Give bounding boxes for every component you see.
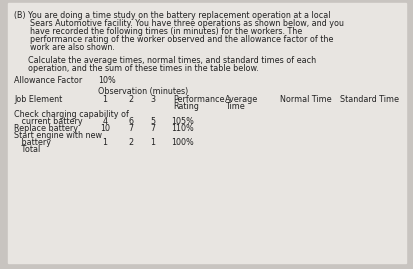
Text: Calculate the average times, normal times, and standard times of each: Calculate the average times, normal time…: [28, 56, 316, 65]
Text: performance rating of the worker observed and the allowance factor of the: performance rating of the worker observe…: [30, 35, 332, 44]
Text: 2: 2: [128, 95, 133, 104]
Text: operation, and the sum of these times in the table below.: operation, and the sum of these times in…: [28, 64, 258, 73]
Text: 5: 5: [150, 117, 155, 126]
Text: Job Element: Job Element: [14, 95, 62, 104]
Text: Rating: Rating: [173, 102, 198, 111]
Text: 105%: 105%: [171, 117, 194, 126]
Text: 4: 4: [102, 117, 107, 126]
Text: Average: Average: [224, 95, 258, 104]
Text: Start engine with new: Start engine with new: [14, 131, 102, 140]
Text: 1: 1: [102, 138, 107, 147]
Text: 7: 7: [150, 124, 155, 133]
Text: (B) You are doing a time study on the battery replacement operation at a local: (B) You are doing a time study on the ba…: [14, 11, 330, 20]
Text: Total: Total: [14, 145, 40, 154]
Text: Normal Time: Normal Time: [279, 95, 331, 104]
Text: 10: 10: [100, 124, 110, 133]
Text: work are also shown.: work are also shown.: [30, 43, 114, 52]
Text: 6: 6: [128, 117, 133, 126]
Text: 3: 3: [150, 95, 155, 104]
Text: 100%: 100%: [171, 138, 194, 147]
Text: 10%: 10%: [98, 76, 116, 85]
Text: 110%: 110%: [171, 124, 194, 133]
Text: Check charging capability of: Check charging capability of: [14, 110, 128, 119]
Text: Sears Automotive facility. You have three operations as shown below, and you: Sears Automotive facility. You have thre…: [30, 19, 343, 28]
Text: battery: battery: [14, 138, 51, 147]
Text: 1: 1: [102, 95, 107, 104]
Text: Time: Time: [224, 102, 244, 111]
Text: Replace battery: Replace battery: [14, 124, 78, 133]
Text: Allowance Factor: Allowance Factor: [14, 76, 82, 85]
Text: Performance: Performance: [173, 95, 224, 104]
Text: 1: 1: [150, 138, 155, 147]
Text: 7: 7: [128, 124, 133, 133]
Text: current battery: current battery: [14, 117, 83, 126]
Text: Standard Time: Standard Time: [339, 95, 398, 104]
Text: Observation (minutes): Observation (minutes): [98, 87, 188, 96]
Text: 2: 2: [128, 138, 133, 147]
Text: have recorded the following times (in minutes) for the workers. The: have recorded the following times (in mi…: [30, 27, 301, 36]
